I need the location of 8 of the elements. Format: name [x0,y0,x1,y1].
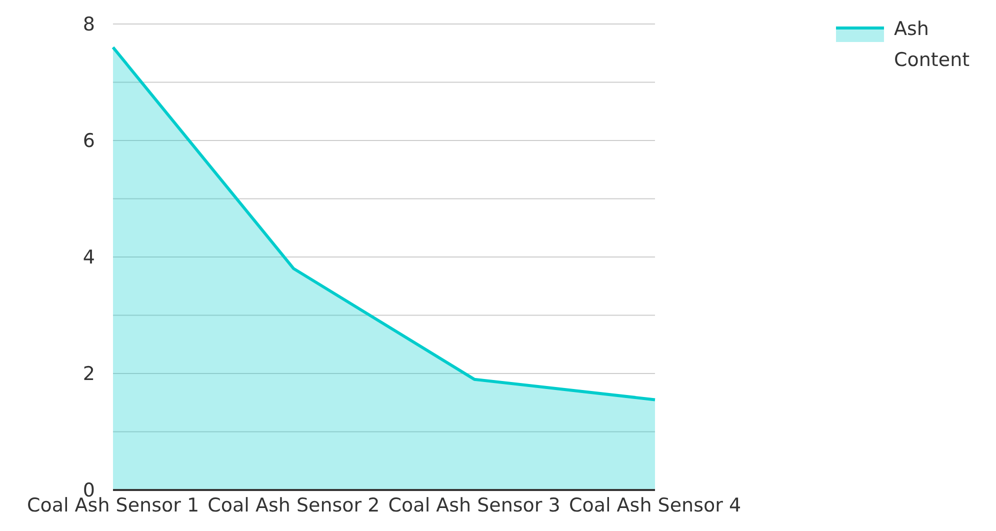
x-tick-label: Coal Ash Sensor 2 [208,494,380,516]
y-tick-label: 6 [82,130,95,152]
x-tick-label: Coal Ash Sensor 3 [388,494,560,516]
y-tick-label: 8 [82,14,95,36]
x-tick-label: Coal Ash Sensor 4 [568,494,742,516]
legend-label: Ash Content [894,17,971,73]
y-tick-label: 4 [82,246,95,269]
y-tick-label: 2 [82,363,95,386]
